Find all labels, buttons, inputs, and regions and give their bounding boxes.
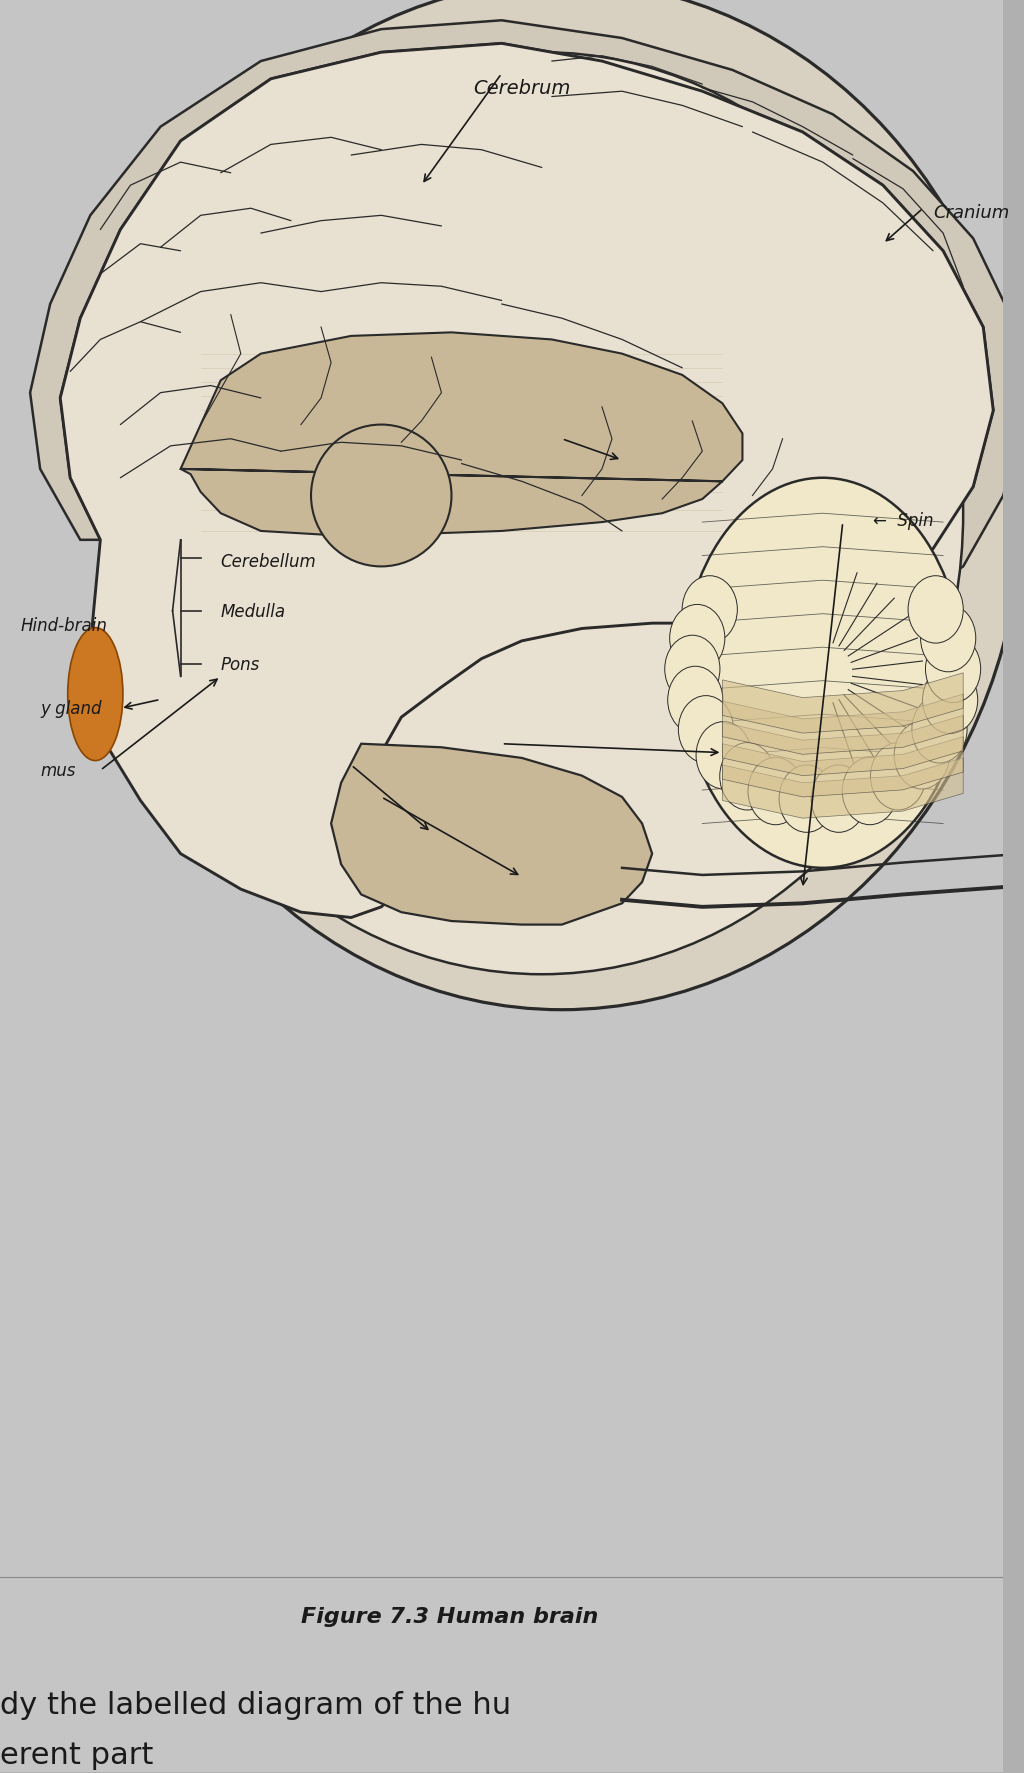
Text: Medulla: Medulla <box>221 603 286 621</box>
Ellipse shape <box>912 697 967 764</box>
Polygon shape <box>722 716 964 777</box>
Text: mus: mus <box>40 762 76 780</box>
Ellipse shape <box>720 743 775 810</box>
Ellipse shape <box>894 722 949 789</box>
Ellipse shape <box>678 697 733 764</box>
Ellipse shape <box>923 667 978 734</box>
Ellipse shape <box>100 0 1023 1011</box>
Ellipse shape <box>668 667 723 734</box>
Ellipse shape <box>311 426 452 567</box>
Ellipse shape <box>921 605 976 672</box>
Text: Cerebrum: Cerebrum <box>473 78 570 98</box>
Ellipse shape <box>682 479 964 869</box>
Ellipse shape <box>696 722 752 789</box>
Ellipse shape <box>665 637 720 704</box>
Polygon shape <box>331 745 652 926</box>
Ellipse shape <box>842 757 897 824</box>
Text: erent part: erent part <box>0 1739 154 1769</box>
Polygon shape <box>722 759 964 819</box>
Polygon shape <box>722 738 964 798</box>
Ellipse shape <box>68 628 123 761</box>
Ellipse shape <box>779 766 835 833</box>
Polygon shape <box>722 695 964 755</box>
Text: Hind-brain: Hind-brain <box>20 617 106 635</box>
Ellipse shape <box>670 605 725 672</box>
Text: Cerebellum: Cerebellum <box>221 553 316 571</box>
Text: y gland: y gland <box>40 700 101 718</box>
Ellipse shape <box>811 766 866 833</box>
Text: Cranium: Cranium <box>933 204 1010 222</box>
Text: ←  Spin: ← Spin <box>872 512 933 530</box>
Text: Figure 7.3 Human brain: Figure 7.3 Human brain <box>301 1606 598 1626</box>
Ellipse shape <box>121 53 964 975</box>
Text: dy the labelled diagram of the hu: dy the labelled diagram of the hu <box>0 1690 511 1720</box>
Polygon shape <box>722 674 964 734</box>
Text: Pons: Pons <box>221 656 260 674</box>
Polygon shape <box>30 21 1023 629</box>
Ellipse shape <box>908 576 964 644</box>
Ellipse shape <box>870 743 926 810</box>
Ellipse shape <box>748 757 803 824</box>
Ellipse shape <box>926 637 981 704</box>
Polygon shape <box>180 333 742 535</box>
Ellipse shape <box>682 576 737 644</box>
Polygon shape <box>60 44 993 918</box>
